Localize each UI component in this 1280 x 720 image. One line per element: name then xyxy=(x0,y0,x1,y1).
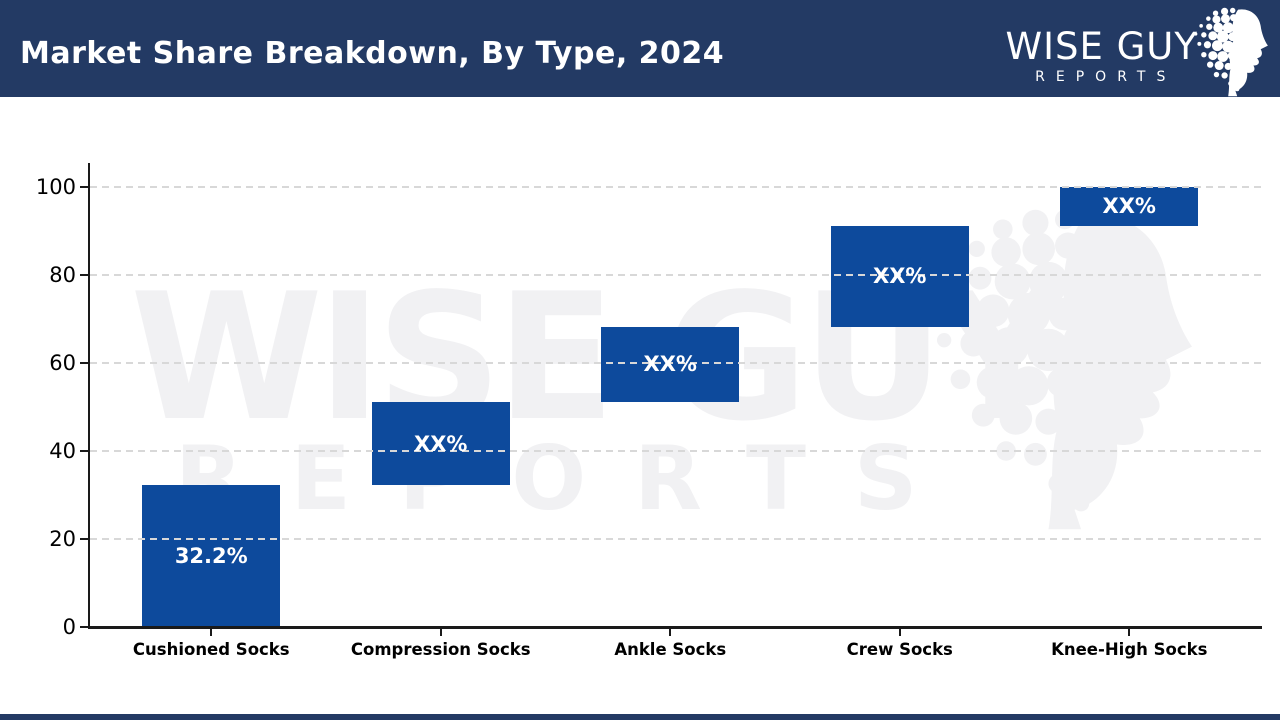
bar-cushioned-socks xyxy=(142,485,281,627)
x-tick-mark xyxy=(210,629,213,636)
chart-title: Market Share Breakdown, By Type, 2024 xyxy=(20,36,725,71)
bar-value-label: XX% xyxy=(873,264,927,289)
x-category-label: Ankle Socks xyxy=(614,640,727,659)
x-category-label: Compression Socks xyxy=(350,640,531,659)
x-category-label: Crew Socks xyxy=(846,640,953,659)
x-tick-mark xyxy=(898,629,901,636)
bar-value-label: XX% xyxy=(414,431,468,456)
y-tick-label: 20 xyxy=(49,527,76,551)
y-tick-label: 0 xyxy=(62,615,76,639)
bar-value-label: XX% xyxy=(1102,194,1156,219)
gridline-40 xyxy=(90,450,1262,452)
y-tick-label: 80 xyxy=(49,263,76,287)
footer-bar xyxy=(0,714,1280,720)
bar-value-label: 32.2% xyxy=(174,544,248,569)
gridline-60 xyxy=(90,362,1262,364)
logo-text: WISE GUY REPORTS xyxy=(1006,25,1198,85)
bar-ankle-socks xyxy=(601,326,740,402)
x-tick-mark xyxy=(669,629,672,636)
header-banner: Market Share Breakdown, By Type, 2024 WI… xyxy=(0,0,1280,97)
y-tick-label: 100 xyxy=(35,175,76,199)
y-tick-label: 60 xyxy=(49,351,76,375)
x-category-label: Cushioned Socks xyxy=(132,640,290,659)
logo-reports-text: REPORTS xyxy=(1035,69,1177,85)
y-tick-mark xyxy=(80,450,88,452)
gridline-100 xyxy=(90,186,1262,188)
y-tick-mark xyxy=(80,626,88,628)
x-category-label: Knee-High Socks xyxy=(1051,640,1208,659)
x-tick-mark xyxy=(439,629,442,636)
y-tick-mark xyxy=(80,538,88,540)
logo-wiseguy-text: WISE GUY xyxy=(1005,25,1198,68)
logo-face-icon xyxy=(1188,6,1272,98)
y-axis-line xyxy=(88,163,90,629)
y-tick-mark xyxy=(80,274,88,276)
logo-face-profile-icon xyxy=(1194,7,1268,97)
bar-compression-socks xyxy=(371,401,510,486)
gridline-20 xyxy=(90,538,1262,540)
gridline-80 xyxy=(90,274,1262,276)
bar-value-label: XX% xyxy=(643,352,697,377)
y-tick-mark xyxy=(80,362,88,364)
y-tick-mark xyxy=(80,186,88,188)
y-tick-label: 40 xyxy=(49,439,76,463)
wise-guy-reports-logo: WISE GUY REPORTS xyxy=(1006,6,1272,98)
x-axis-line xyxy=(88,626,1262,629)
x-tick-mark xyxy=(1128,629,1131,636)
